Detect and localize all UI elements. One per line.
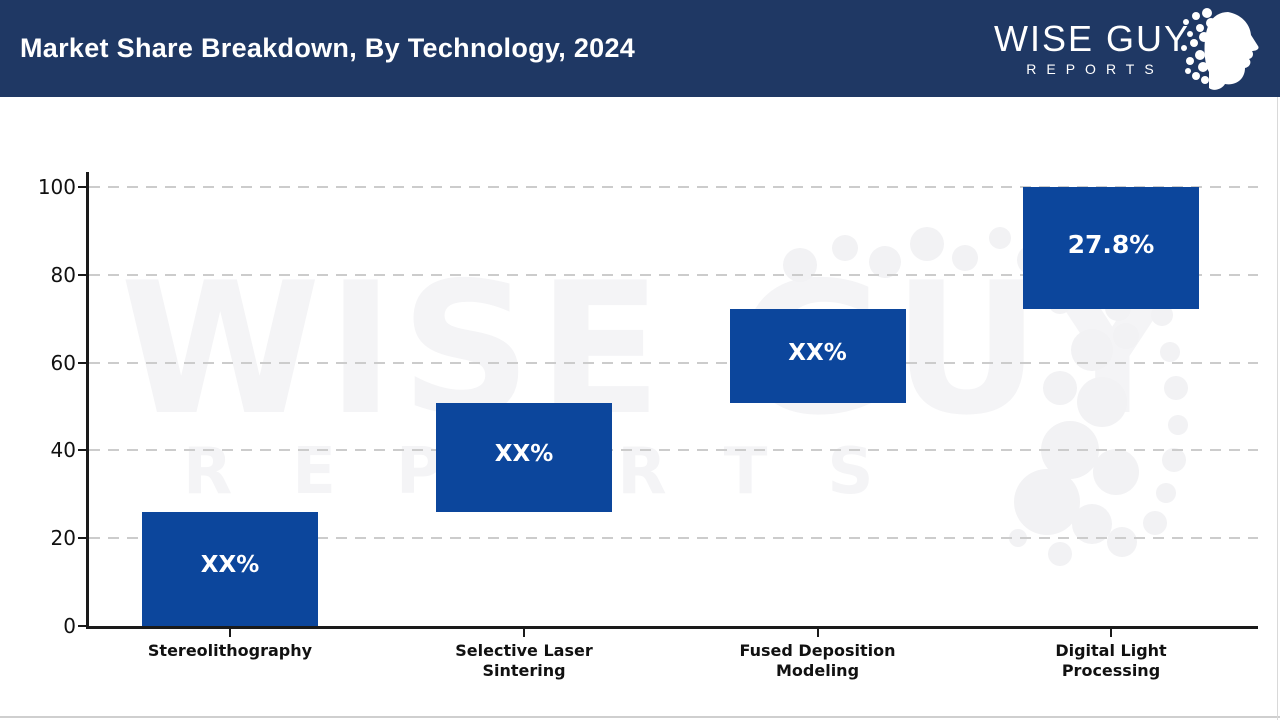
bar-value-label: 27.8% xyxy=(1067,230,1155,260)
frame-border-bottom xyxy=(0,716,1280,718)
header-bar: Market Share Breakdown, By Technology, 2… xyxy=(0,0,1280,97)
y-tick xyxy=(78,273,86,276)
page-title: Market Share Breakdown, By Technology, 2… xyxy=(20,33,636,63)
bar-segment xyxy=(142,511,318,626)
x-category-label-line: Processing xyxy=(1061,661,1161,680)
y-tick xyxy=(78,361,86,364)
logo-wordmark: WISE GUY xyxy=(993,18,1190,59)
y-tick xyxy=(78,449,86,452)
wiseguy-logo-text: WISE GUY REPORTS xyxy=(993,18,1190,78)
bar-value-label: XX% xyxy=(200,552,260,579)
y-tick-label: 60 xyxy=(50,350,76,375)
x-category-label-line: Sintering xyxy=(482,661,566,680)
gridline xyxy=(89,537,1258,540)
x-category-label-line: Digital Light xyxy=(1055,641,1167,660)
y-tick xyxy=(78,186,86,188)
watermark-wordmark-line1: WISE GUY xyxy=(120,243,1185,455)
x-axis-line xyxy=(86,626,1258,629)
x-category-label: Stereolithography xyxy=(80,641,380,661)
y-tick xyxy=(78,537,86,540)
wiseguy-logo: WISE GUY REPORTS xyxy=(994,6,1268,92)
gridline xyxy=(89,361,1258,364)
x-tick xyxy=(816,629,819,637)
gridline xyxy=(89,186,1258,188)
x-category-label-line: Stereolithography xyxy=(147,641,313,660)
x-category-label-line: Selective Laser xyxy=(455,641,593,660)
y-tick-label: 40 xyxy=(50,438,76,463)
bar-segment xyxy=(436,403,612,512)
x-tick xyxy=(523,629,525,637)
bar-segment xyxy=(729,309,906,404)
y-tick-label: 0 xyxy=(63,614,76,638)
x-tick xyxy=(1110,629,1112,637)
x-category-label-line: Fused Deposition xyxy=(739,641,896,660)
x-category-label: Fused Deposition Modeling xyxy=(668,641,968,681)
frame-border-right xyxy=(1277,97,1278,720)
x-tick xyxy=(229,629,231,637)
bar-value-label: XX% xyxy=(494,441,554,468)
y-tick-label: 100 xyxy=(37,175,76,199)
gridline xyxy=(89,273,1258,276)
gridline xyxy=(89,449,1258,452)
wiseguy-head-icon xyxy=(1181,8,1259,90)
y-tick-label: 80 xyxy=(50,262,76,287)
x-category-label: Selective Laser Sintering xyxy=(374,641,674,681)
logo-subtitle: REPORTS xyxy=(1026,61,1164,77)
bar-segment xyxy=(1023,187,1199,310)
bar-value-label: XX% xyxy=(788,339,847,366)
y-tick-label: 20 xyxy=(50,526,76,551)
y-axis-line xyxy=(86,172,89,629)
y-tick xyxy=(78,625,86,627)
x-category-label-line: Modeling xyxy=(775,661,860,680)
x-category-label: Digital Light Processing xyxy=(961,641,1261,681)
